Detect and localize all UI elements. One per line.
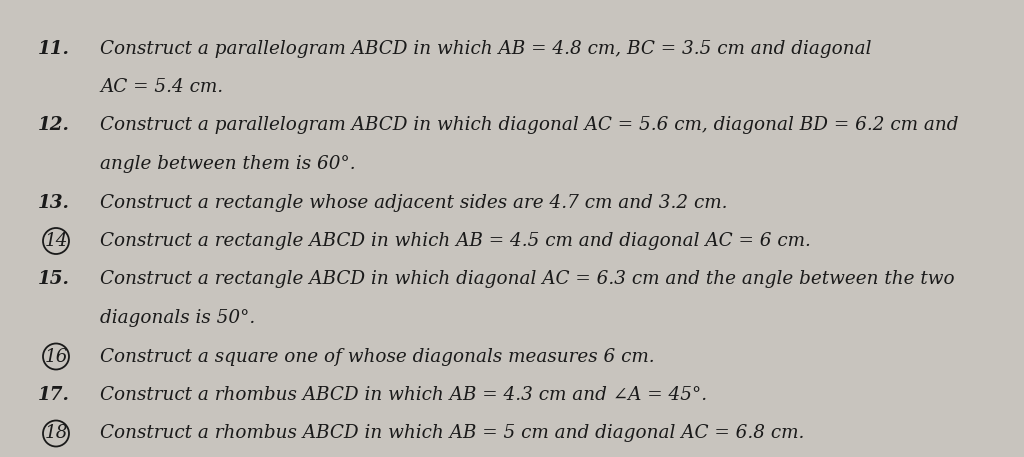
Text: Construct a parallelogram ABCD in which diagonal AC = 5.6 cm, diagonal BD = 6.2 : Construct a parallelogram ABCD in which … <box>100 117 958 134</box>
Text: 15.: 15. <box>38 271 70 288</box>
Text: 17.: 17. <box>38 386 70 404</box>
Text: AC = 5.4 cm.: AC = 5.4 cm. <box>100 78 223 96</box>
Text: 16: 16 <box>44 347 68 366</box>
Text: 14: 14 <box>44 232 68 250</box>
Bar <box>0 0 1024 18</box>
Text: BD = 6 cm.: BD = 6 cm. <box>100 1 207 19</box>
Bar <box>0 452 1024 457</box>
Text: Construct a rhombus ABCD in which AB = 5 cm and diagonal AC = 6.8 cm.: Construct a rhombus ABCD in which AB = 5… <box>100 425 805 442</box>
Text: angle between them is 60°.: angle between them is 60°. <box>100 155 355 173</box>
Text: Construct a parallelogram ABCD in which AB = 4.8 cm, BC = 3.5 cm and diagonal: Construct a parallelogram ABCD in which … <box>100 39 871 58</box>
Text: 12.: 12. <box>38 117 70 134</box>
Text: 11.: 11. <box>38 39 70 58</box>
Text: Construct a square one of whose diagonals measures 6 cm.: Construct a square one of whose diagonal… <box>100 347 654 366</box>
Text: Construct a rectangle whose adjacent sides are 4.7 cm and 3.2 cm.: Construct a rectangle whose adjacent sid… <box>100 193 727 212</box>
Text: Construct a rhombus ABCD in which AB = 4.3 cm and ∠A = 45°.: Construct a rhombus ABCD in which AB = 4… <box>100 386 708 404</box>
Text: Construct a rectangle ABCD in which diagonal AC = 6.3 cm and the angle between t: Construct a rectangle ABCD in which diag… <box>100 271 954 288</box>
Text: diagonals is 50°.: diagonals is 50°. <box>100 309 255 327</box>
Text: 13.: 13. <box>38 193 70 212</box>
Text: Construct a rectangle ABCD in which AB = 4.5 cm and diagonal AC = 6 cm.: Construct a rectangle ABCD in which AB =… <box>100 232 811 250</box>
Text: 18: 18 <box>44 425 68 442</box>
